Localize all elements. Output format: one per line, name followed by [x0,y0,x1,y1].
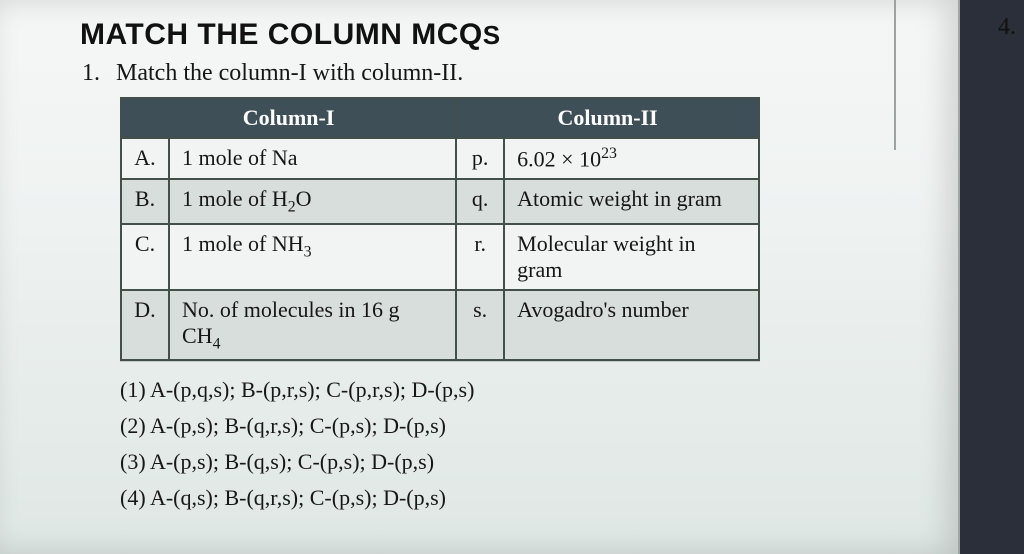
vertical-separator [894,0,896,150]
table-row: A. 1 mole of Na p. 6.02 × 1023 [121,138,759,179]
right-page-marker: 4. [998,14,1016,41]
table-row: C. 1 mole of NH3 r. Molecular weight in … [121,224,759,290]
row-label-b: B. [121,179,169,223]
question-number: 1. [82,60,110,87]
header-col2: Column-II [456,98,759,138]
row-content-b: 1 mole of H2O [169,179,456,223]
row-content-r: Molecular weight in gram [504,224,759,290]
row-content-c: 1 mole of NH3 [169,224,456,290]
match-table: Column-I Column-II A. 1 mole of Na p. 6.… [120,97,760,361]
header-col1: Column-I [121,98,456,138]
question-text: Match the column-I with column-II. [116,60,463,86]
options-block: (1) A-(p,q,s); B-(p,r,s); C-(p,r,s); D-(… [120,373,958,515]
row-label-s: s. [456,290,504,360]
row-label-r: r. [456,224,504,290]
row-label-c: C. [121,224,169,290]
row-label-d: D. [121,290,169,360]
table-row: D. No. of molecules in 16 g CH4 s. Avoga… [121,290,759,360]
row-content-p: 6.02 × 1023 [504,138,759,179]
option-2: (2) A-(p,s); B-(q,r,s); C-(p,s); D-(p,s) [120,409,958,443]
heading-main: MATCH THE COLUMN MCQ [80,18,483,51]
heading-suffix: S [483,20,501,50]
page: MATCH THE COLUMN MCQS 1. Match the colum… [0,0,960,554]
option-3: (3) A-(p,s); B-(q,s); C-(p,s); D-(p,s) [120,445,958,479]
option-4: (4) A-(q,s); B-(q,r,s); C-(p,s); D-(p,s) [120,481,958,515]
row-label-p: p. [456,138,504,179]
row-label-q: q. [456,179,504,223]
row-content-s: Avogadro's number [504,290,759,360]
row-content-d: No. of molecules in 16 g CH4 [169,290,456,360]
option-1: (1) A-(p,q,s); B-(p,r,s); C-(p,r,s); D-(… [120,373,958,407]
table-row: B. 1 mole of H2O q. Atomic weight in gra… [121,179,759,223]
table-header-row: Column-I Column-II [121,98,759,138]
question-line: 1. Match the column-I with column-II. [82,60,958,87]
row-content-a: 1 mole of Na [169,138,456,179]
row-content-q: Atomic weight in gram [504,179,759,223]
row-label-a: A. [121,138,169,179]
section-heading: MATCH THE COLUMN MCQS [80,18,958,52]
